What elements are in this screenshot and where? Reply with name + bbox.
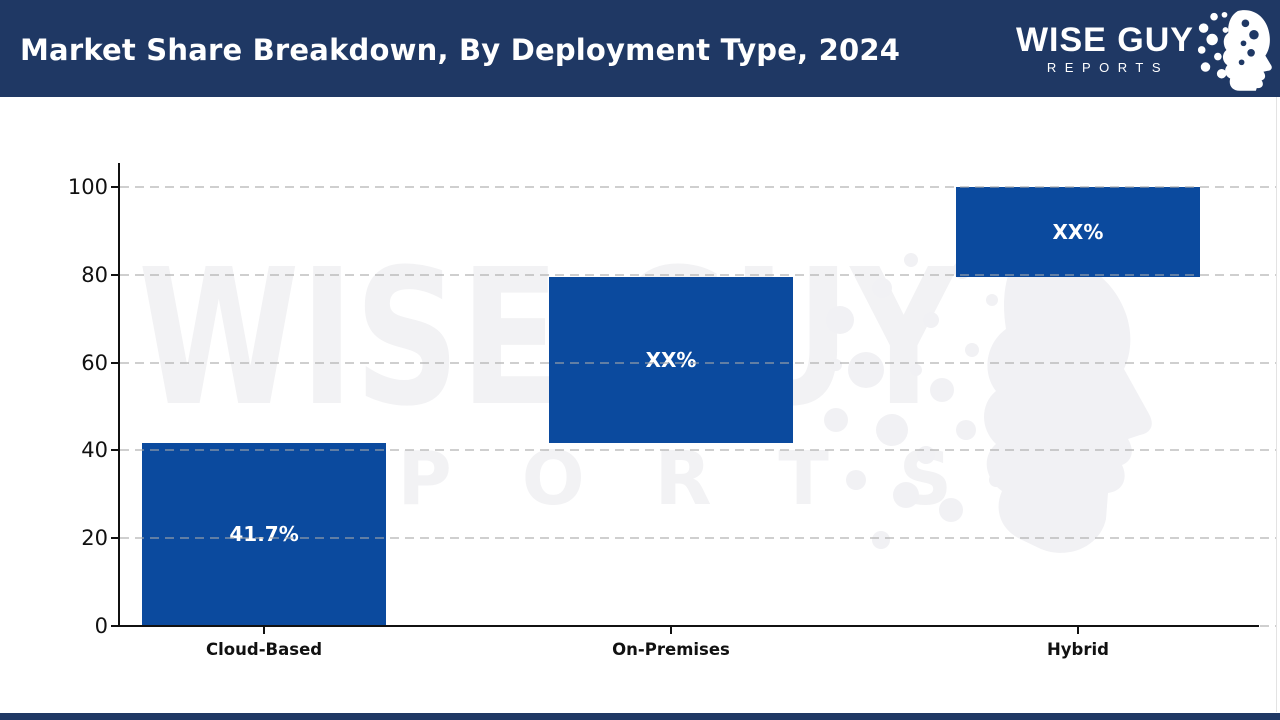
x-category-label: Cloud-Based bbox=[206, 640, 323, 659]
y-tick-label: 100 bbox=[67, 174, 108, 199]
y-tick-label: 20 bbox=[81, 526, 108, 551]
brand-logo: WISE GUY REPORTS bbox=[1016, 6, 1272, 92]
gridline bbox=[120, 185, 1276, 188]
y-tick-mark bbox=[111, 625, 118, 627]
y-tick-label: 40 bbox=[81, 438, 108, 463]
bar-value-label: 41.7% bbox=[229, 522, 299, 547]
x-tick-mark bbox=[670, 627, 673, 634]
x-tick-mark bbox=[1076, 627, 1079, 634]
brand-name: WISE GUY bbox=[1015, 21, 1194, 59]
header-band: Market Share Breakdown, By Deployment Ty… bbox=[0, 0, 1280, 97]
y-tick-mark bbox=[111, 273, 118, 276]
bar-cloud-based: 41.7% bbox=[142, 442, 387, 626]
image-right-border bbox=[1276, 97, 1277, 712]
gridline bbox=[120, 537, 1276, 540]
y-tick-label: 80 bbox=[81, 262, 108, 287]
bar-hybrid: XX% bbox=[955, 186, 1200, 277]
brand-subname: REPORTS bbox=[1046, 60, 1170, 75]
x-category-label: On-Premises bbox=[612, 640, 730, 659]
watermark-brand-text: WISE GUY bbox=[138, 229, 957, 448]
gridline bbox=[120, 361, 1276, 364]
gridline bbox=[120, 273, 1276, 276]
y-tick-mark bbox=[111, 361, 118, 364]
chart-title: Market Share Breakdown, By Deployment Ty… bbox=[20, 33, 901, 67]
plot-area: 41.7% XX% XX% bbox=[120, 165, 1276, 627]
y-tick-label: 60 bbox=[81, 350, 108, 375]
bar-value-label: XX% bbox=[1052, 219, 1104, 244]
brand-face-icon bbox=[1197, 10, 1272, 91]
y-axis-spine bbox=[118, 163, 120, 627]
y-tick-mark bbox=[111, 185, 118, 188]
bar-value-label: XX% bbox=[645, 347, 697, 372]
x-axis-spine bbox=[118, 625, 1259, 627]
brand-logo-text: WISE GUY REPORTS bbox=[1016, 23, 1194, 75]
footer-bar bbox=[0, 713, 1280, 720]
y-tick-label: 0 bbox=[94, 614, 108, 638]
bar-on-premises: XX% bbox=[548, 276, 794, 443]
x-tick-mark bbox=[263, 627, 266, 634]
x-category-label: Hybrid bbox=[1046, 640, 1109, 659]
y-tick-mark bbox=[111, 537, 118, 540]
gridline bbox=[120, 449, 1276, 452]
y-tick-mark bbox=[111, 449, 118, 452]
watermark-face-graphic bbox=[824, 228, 1152, 553]
